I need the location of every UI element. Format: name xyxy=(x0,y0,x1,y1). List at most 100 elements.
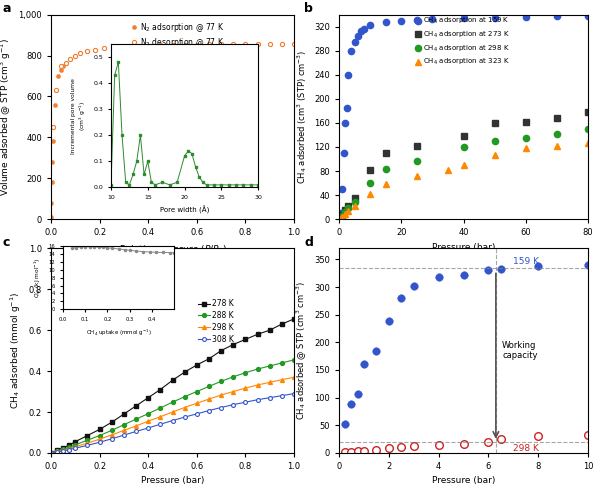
N$_2$ adsorption @ 77 K xyxy=(52,87,59,93)
298 K xyxy=(230,389,237,394)
N$_2$ desorption @ 77 K xyxy=(120,44,128,50)
N$_2$ adsorption @ 77 K xyxy=(77,51,84,56)
Text: 159 K: 159 K xyxy=(513,257,539,266)
Legend: 278 K, 288 K, 298 K, 308 K: 278 K, 288 K, 298 K, 308 K xyxy=(196,297,236,346)
Line: CH$_4$ adsorption at 298 K: CH$_4$ adsorption at 298 K xyxy=(337,126,591,222)
N$_2$ adsorption @ 77 K xyxy=(242,41,249,47)
Y-axis label: CH$_4$ adsorbed (cm$^3$ (STP) cm$^{-3}$): CH$_4$ adsorbed (cm$^3$ (STP) cm$^{-3}$) xyxy=(295,50,308,184)
CH$_4$ adsorption at 159 K xyxy=(340,150,347,156)
288 K xyxy=(65,445,73,450)
X-axis label: Pore width (Å): Pore width (Å) xyxy=(160,206,209,214)
N$_2$ desorption @ 77 K xyxy=(290,41,298,47)
CH$_4$ adsorption at 159 K xyxy=(337,210,344,216)
N$_2$ desorption @ 77 K xyxy=(91,47,98,53)
CH$_4$ adsorption at 273 K xyxy=(341,207,349,213)
N$_2$ adsorption @ 77 K xyxy=(62,60,69,66)
CH$_4$ adsorption at 298 K xyxy=(367,180,374,186)
288 K xyxy=(72,442,79,448)
CH$_4$ adsorption at 298 K xyxy=(341,209,349,215)
288 K xyxy=(53,448,61,454)
298 K xyxy=(59,447,67,453)
298 K xyxy=(266,379,274,385)
308 K xyxy=(96,439,103,445)
N$_2$ desorption @ 77 K xyxy=(50,124,57,130)
278 K xyxy=(96,427,103,432)
N$_2$ adsorption @ 77 K xyxy=(230,41,237,47)
N$_2$ adsorption @ 77 K xyxy=(57,67,64,73)
N$_2$ adsorption @ 77 K xyxy=(157,42,164,48)
288 K xyxy=(278,360,286,366)
308 K xyxy=(217,405,224,411)
N$_2$ adsorption @ 77 K xyxy=(50,124,57,130)
CH$_4$ adsorption at 159 K xyxy=(336,215,343,221)
CH$_4$ adsorption at 323 K xyxy=(341,211,349,217)
CH$_4$ adsorption at 273 K xyxy=(491,120,498,126)
CH$_4$ adsorption at 323 K xyxy=(413,173,421,179)
CH$_4$ adsorption at 159 K xyxy=(338,186,346,192)
298 K xyxy=(53,449,61,454)
278 K xyxy=(157,387,164,393)
278 K xyxy=(217,348,224,354)
N$_2$ desorption @ 77 K xyxy=(72,53,79,58)
278 K xyxy=(108,419,115,425)
CH$_4$ adsorption at 159 K xyxy=(343,105,350,111)
CH$_4$ adsorption at 298 K xyxy=(338,213,346,219)
CH$_4$ adsorption at 298 K xyxy=(491,138,498,144)
288 K xyxy=(230,374,237,380)
N$_2$ adsorption @ 77 K xyxy=(101,45,108,51)
Line: CH$_4$ adsorption at 159 K: CH$_4$ adsorption at 159 K xyxy=(337,13,591,221)
298 K xyxy=(169,409,176,415)
N$_2$ desorption @ 77 K xyxy=(169,42,176,48)
278 K xyxy=(266,327,274,333)
278 K xyxy=(181,369,188,375)
288 K xyxy=(169,399,176,405)
CH$_4$ adsorption at 159 K xyxy=(357,29,364,35)
278 K xyxy=(59,445,67,451)
CH$_4$ adsorption at 323 K xyxy=(367,191,374,197)
CH$_4$ adsorption at 323 K xyxy=(351,203,358,209)
N$_2$ adsorption @ 77 K xyxy=(205,41,212,47)
308 K xyxy=(254,397,261,403)
CH$_4$ adsorption at 273 K xyxy=(553,115,560,121)
298 K xyxy=(193,400,200,406)
N$_2$ desorption @ 77 K xyxy=(217,41,224,47)
N$_2$ adsorption @ 77 K xyxy=(133,43,140,49)
N$_2$ adsorption @ 77 K xyxy=(67,56,74,61)
CH$_4$ adsorption at 159 K xyxy=(522,14,529,20)
Line: CH$_4$ adsorption at 323 K: CH$_4$ adsorption at 323 K xyxy=(337,140,591,222)
288 K xyxy=(290,357,298,363)
CH$_4$ adsorption at 273 K xyxy=(584,109,592,115)
N$_2$ desorption @ 77 K xyxy=(242,41,249,47)
N$_2$ adsorption @ 77 K xyxy=(217,41,224,47)
N$_2$ desorption @ 77 K xyxy=(52,87,59,93)
Y-axis label: $Q_{st}$ (kJ mol$^{-1}$): $Q_{st}$ (kJ mol$^{-1}$) xyxy=(33,257,43,298)
278 K xyxy=(53,448,61,453)
298 K xyxy=(72,444,79,450)
N$_2$ desorption @ 77 K xyxy=(193,42,200,48)
298 K xyxy=(47,450,55,456)
278 K xyxy=(65,442,73,448)
CH$_4$ adsorption at 323 K xyxy=(491,152,498,158)
CH$_4$ adsorption at 323 K xyxy=(460,162,467,168)
CH$_4$ adsorption at 159 K xyxy=(345,72,352,78)
N$_2$ desorption @ 77 K xyxy=(101,45,108,51)
CH$_4$ adsorption at 159 K xyxy=(351,39,358,45)
CH$_4$ adsorption at 273 K xyxy=(413,143,421,149)
278 K xyxy=(193,362,200,368)
298 K xyxy=(278,377,286,383)
308 K xyxy=(169,418,176,424)
CH$_4$ adsorption at 323 K xyxy=(336,216,343,222)
298 K xyxy=(157,414,164,420)
CH$_4$ adsorption at 323 K xyxy=(338,214,346,220)
278 K xyxy=(205,356,212,362)
CH$_4$ adsorption at 323 K xyxy=(337,215,344,221)
308 K xyxy=(278,393,286,398)
Line: N$_2$ desorption @ 77 K: N$_2$ desorption @ 77 K xyxy=(52,41,296,129)
308 K xyxy=(290,391,298,396)
CH$_4$ adsorption at 298 K xyxy=(413,158,421,164)
CH$_4$ adsorption at 273 K xyxy=(522,119,529,125)
N$_2$ desorption @ 77 K xyxy=(145,43,152,49)
308 K xyxy=(84,442,91,448)
308 K xyxy=(65,447,73,452)
CH$_4$ adsorption at 159 K xyxy=(354,33,361,38)
